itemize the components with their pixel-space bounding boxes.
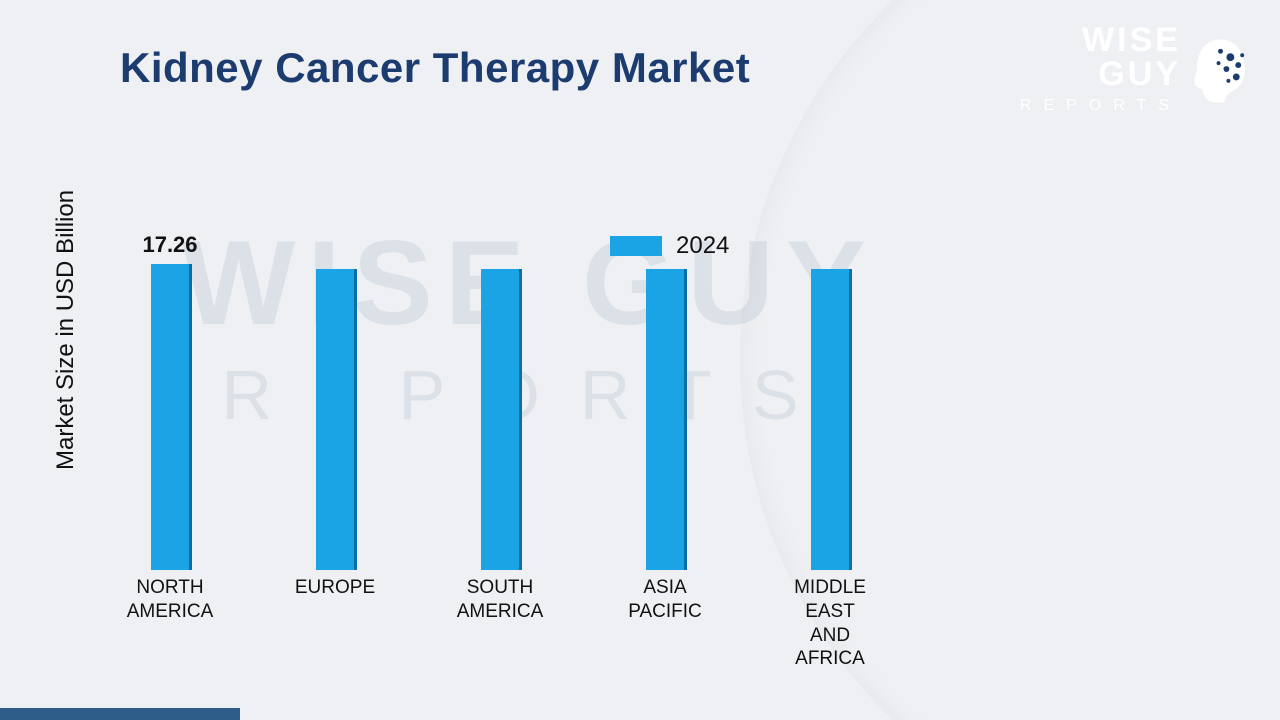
bar-group: 17.26 <box>151 264 189 570</box>
bar-edge <box>189 264 192 570</box>
bar-edge <box>354 269 357 570</box>
x-axis-category-label: EUROPE <box>270 576 400 600</box>
bar <box>646 269 684 570</box>
legend: 2024 <box>610 232 729 260</box>
x-axis-category-label: MIDDLEEASTANDAFRICA <box>765 576 895 671</box>
bar-edge <box>519 269 522 570</box>
bar-edge <box>684 269 687 570</box>
y-axis-label: Market Size in USD Billion <box>52 190 80 470</box>
plot-area: 17.26 <box>110 260 930 570</box>
chart-title: Kidney Cancer Therapy Market <box>120 44 750 92</box>
bar <box>481 269 519 570</box>
bar <box>811 269 849 570</box>
brand-logo-text: WISE GUY REPORTS <box>990 23 1181 117</box>
bar <box>151 264 189 570</box>
bar-edge <box>849 269 852 570</box>
bar-value-label: 17.26 <box>142 232 197 258</box>
bar-group <box>481 269 519 570</box>
brand-logo-line1: WISE GUY <box>990 23 1181 91</box>
footer-accent-bar <box>0 708 240 720</box>
bar-group <box>316 269 354 570</box>
brand-logo: WISE GUY REPORTS <box>990 30 1250 110</box>
chart-container: WISE GUY REPORTS Kidney Cancer Therapy M… <box>0 0 1280 720</box>
brand-head-icon <box>1191 35 1250 105</box>
legend-swatch <box>610 236 662 256</box>
bar <box>316 269 354 570</box>
bar-group <box>811 269 849 570</box>
x-axis-category-label: ASIAPACIFIC <box>600 576 730 624</box>
brand-logo-line2: REPORTS <box>990 95 1181 117</box>
bar-group <box>646 269 684 570</box>
legend-label: 2024 <box>676 232 729 260</box>
x-axis-labels: NORTHAMERICAEUROPESOUTHAMERICAASIAPACIFI… <box>110 576 930 696</box>
x-axis-category-label: NORTHAMERICA <box>105 576 235 624</box>
x-axis-category-label: SOUTHAMERICA <box>435 576 565 624</box>
